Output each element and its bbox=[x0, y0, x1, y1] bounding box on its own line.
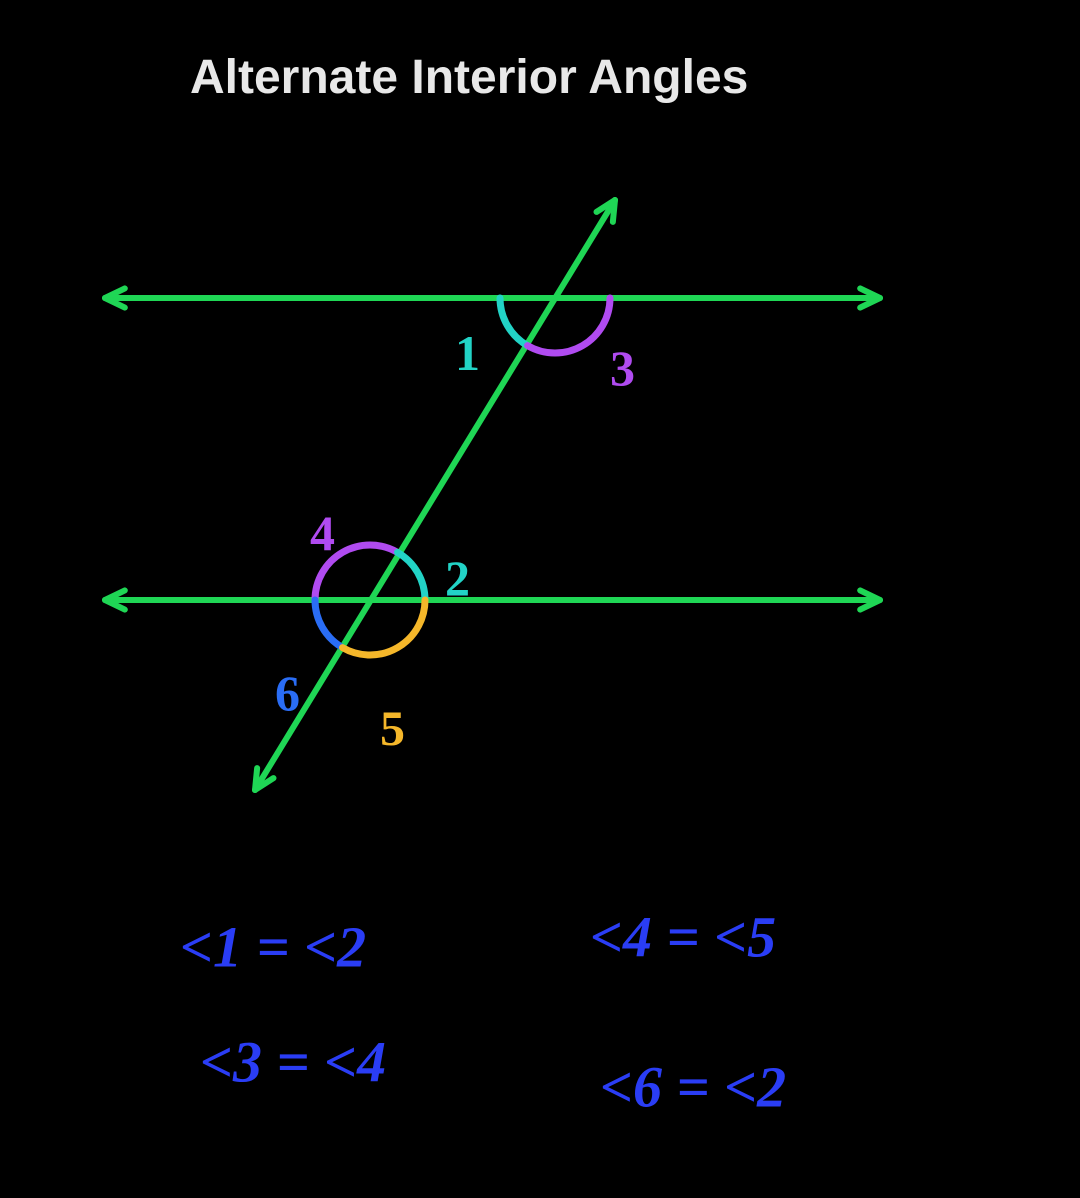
angle-label-1: 1 bbox=[455, 325, 480, 381]
angle6-arc bbox=[315, 600, 343, 648]
equation-1: <1 = <2 bbox=[180, 914, 366, 979]
angle-label-5: 5 bbox=[380, 700, 405, 756]
angle-label-2: 2 bbox=[445, 550, 470, 606]
parallel-line-bottom bbox=[105, 590, 880, 609]
angle-label-4: 4 bbox=[310, 505, 335, 561]
angle2-arc bbox=[398, 552, 426, 600]
equation-2: <4 = <5 bbox=[590, 904, 776, 969]
angle-label-3: 3 bbox=[610, 340, 635, 396]
equation-3: <3 = <4 bbox=[200, 1029, 386, 1094]
parallel-line-top bbox=[105, 288, 880, 307]
equation-4: <6 = <2 bbox=[600, 1054, 786, 1119]
diagram-canvas: 1 2 3 4 5 6 <1 = <2 <4 = <5 <3 = <4 <6 = <2 bbox=[0, 0, 1080, 1198]
angle1-arc bbox=[500, 298, 528, 346]
transversal-line bbox=[255, 200, 615, 790]
angle-label-6: 6 bbox=[275, 665, 300, 721]
